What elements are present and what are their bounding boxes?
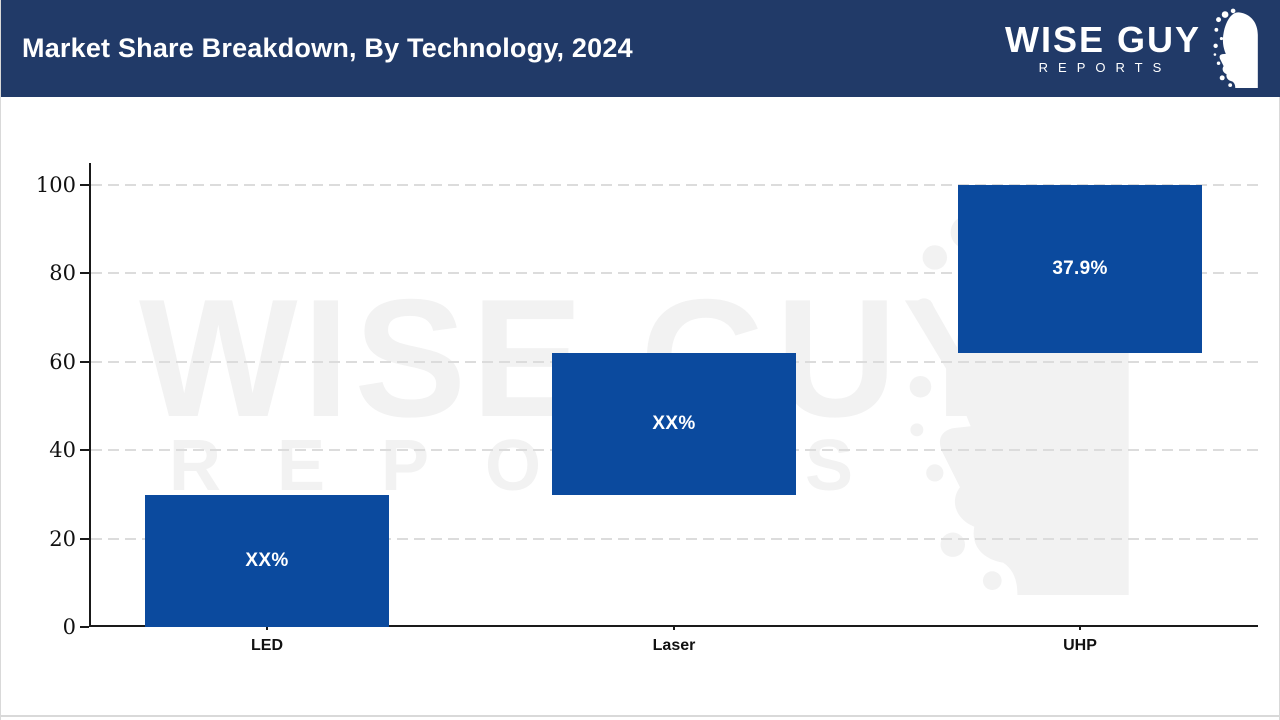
ytick-mark-80 — [80, 272, 89, 275]
xtick-label-UHP: UHP — [1063, 637, 1097, 654]
xtick-mark-Laser — [673, 625, 675, 630]
brand-subname: REPORTS — [1038, 60, 1172, 76]
ytick-mark-100 — [80, 184, 89, 186]
xtick-mark-LED — [266, 625, 268, 630]
bar-Laser: XX% — [552, 352, 796, 496]
ytick-mark-20 — [80, 537, 89, 540]
brand-name: WISE GUY — [1004, 18, 1201, 60]
ytick-label-80: 80 — [49, 261, 76, 286]
gridline-y-100 — [91, 184, 1258, 186]
ytick-label-100: 100 — [35, 173, 76, 197]
ytick-mark-60 — [80, 360, 89, 363]
ytick-label-40: 40 — [49, 438, 76, 463]
bar-value-label-LED: XX% — [245, 550, 289, 572]
ytick-label-20: 20 — [49, 526, 76, 551]
brand-face-icon — [1213, 8, 1258, 88]
plot-area: 0 20 40 60 80 100 XX% XX% 37.9% LED Laser UHP — [36, 163, 1258, 654]
brand-logo-text: WISE GUY REPORTS — [1004, 18, 1201, 76]
ytick-mark-40 — [80, 449, 89, 452]
ytick-label-0: 0 — [62, 615, 76, 639]
header-bar: Market Share Breakdown, By Technology, 2… — [1, 0, 1280, 97]
gridline-y-20 — [91, 537, 1258, 540]
bar-value-label-Laser: XX% — [652, 412, 696, 434]
xtick-label-Laser: Laser — [652, 637, 696, 654]
ytick-mark-0 — [80, 626, 89, 628]
brand-logo: WISE GUY REPORTS — [1005, 8, 1267, 88]
bottom-border-line — [1, 715, 1280, 717]
chart-title: Market Share Breakdown, By Technology, 2… — [22, 33, 633, 63]
bar-LED: XX% — [145, 495, 389, 627]
xtick-mark-UHP — [1079, 625, 1081, 630]
gridline-y-80 — [91, 272, 1258, 275]
bar-value-label-UHP: 37.9% — [1052, 257, 1108, 279]
xtick-label-LED: LED — [251, 637, 283, 654]
bar-UHP: 37.9% — [958, 185, 1202, 353]
ytick-label-60: 60 — [49, 349, 76, 374]
